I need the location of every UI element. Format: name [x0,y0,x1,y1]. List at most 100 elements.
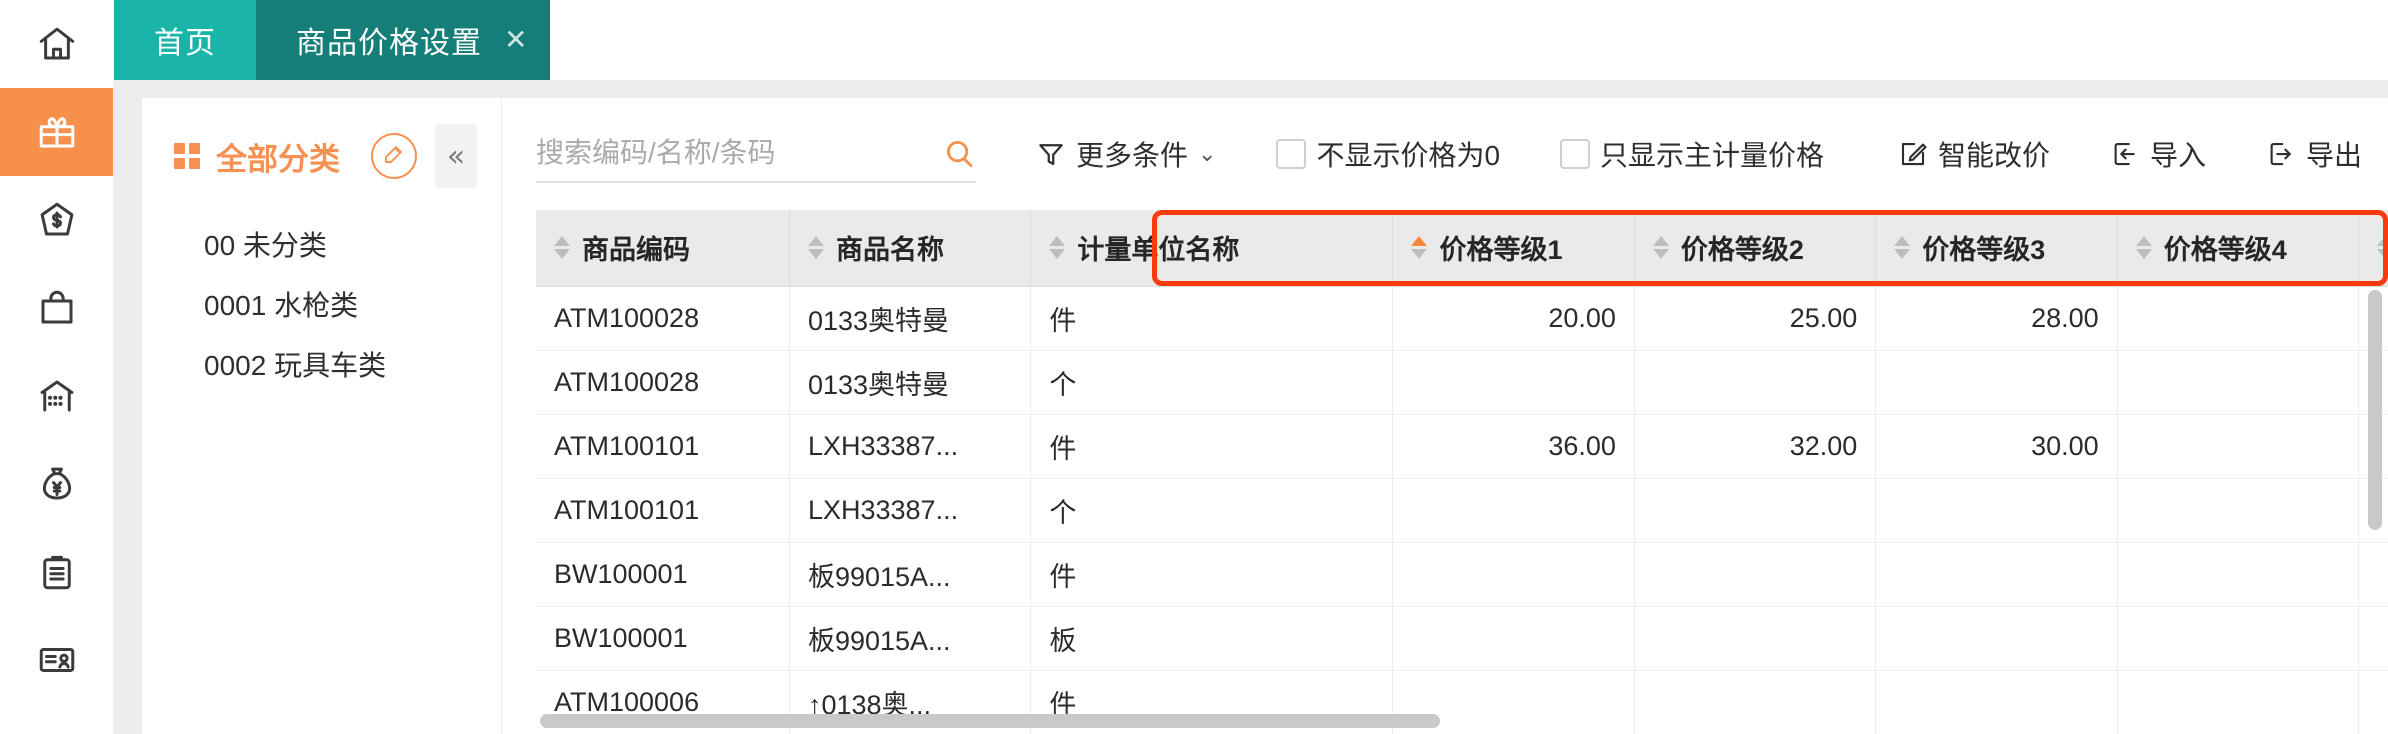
price-content-panel: 更多条件 ⌄ 不显示价格为0 只显示主计量价格 [502,98,2388,734]
table-row[interactable]: ATM100028 0133奥特曼 个 [536,350,2388,415]
table-row[interactable]: ATM100101 LXH33387... 个 [536,478,2388,543]
cell-product-name: 板99015A... [789,606,1032,671]
toolbar: 更多条件 ⌄ 不显示价格为0 只显示主计量价格 [502,98,2388,210]
cell-price-4[interactable] [2117,350,2360,415]
more-conditions-button[interactable]: 更多条件 ⌄ [1036,134,1216,174]
column-header-price-level-1[interactable]: 价格等级1 [1392,210,1635,287]
search-icon[interactable] [942,136,976,170]
table-row[interactable]: ATM100028 0133奥特曼 件 20.00 25.00 28.00 [536,286,2388,351]
category-item-0001[interactable]: 0001 水枪类 [142,274,501,334]
cell-price-4[interactable] [2117,286,2360,351]
cell-price-2[interactable]: 32.00 [1634,414,1877,479]
cell-price-3[interactable] [1875,670,2118,734]
cell-price-3[interactable] [1875,478,2118,543]
cell-price-1[interactable] [1392,478,1635,543]
cell-price-3[interactable]: 30.00 [1875,414,2118,479]
cell-price-4[interactable] [2117,542,2360,607]
cell-unit: 件 [1030,414,1394,479]
vertical-scrollbar[interactable] [2368,290,2382,530]
cell-product-code: ATM100101 [536,414,790,479]
sort-toggle-icon[interactable] [807,236,824,260]
column-header-price-level-5[interactable]: 价格等级5 [2358,210,2388,287]
checkbox-box[interactable] [1560,139,1591,169]
tab-product-price-settings[interactable]: 商品价格设置 ✕ [256,0,551,80]
sort-toggle-icon[interactable] [1652,236,1669,260]
collapse-panel-button[interactable]: « [435,124,477,188]
sidebar-item-members[interactable] [0,616,113,704]
cell-price-3[interactable] [1875,542,2118,607]
sort-toggle-icon[interactable] [2135,236,2152,260]
table-row[interactable]: ATM100101 LXH33387... 件 36.00 32.00 30.0… [536,414,2388,479]
cell-price-2[interactable]: 25.00 [1634,286,1877,351]
sort-toggle-icon[interactable] [1411,236,1428,260]
sidebar-item-pricing[interactable] [0,176,113,264]
cell-price-1[interactable] [1392,606,1635,671]
close-icon[interactable]: ✕ [504,23,529,56]
price-table: 商品编码 商品名称 [536,210,2388,734]
sidebar-item-warehouse[interactable] [0,352,113,440]
cell-price-3[interactable]: 28.00 [1875,286,2118,351]
cell-price-4[interactable] [2117,478,2360,543]
cell-price-1[interactable] [1392,350,1635,415]
cell-price-2[interactable] [1634,350,1877,415]
cell-price-3[interactable] [1875,606,2118,671]
sort-toggle-icon[interactable] [1049,236,1066,260]
cell-product-name: LXH33387... [789,414,1032,479]
cell-price-4[interactable] [2117,414,2360,479]
table-row[interactable]: BW100001 板99015A... 板 [536,606,2388,671]
cell-price-4[interactable] [2117,606,2360,671]
sort-toggle-icon[interactable] [2377,236,2388,260]
column-header-product-code[interactable]: 商品编码 [536,210,790,287]
cell-price-1[interactable] [1392,542,1635,607]
cell-product-code: BW100001 [536,542,790,607]
cell-price-5[interactable] [2358,542,2388,607]
column-header-price-level-4[interactable]: 价格等级4 [2117,210,2360,287]
cell-product-name: LXH33387... [789,478,1032,543]
cell-unit: 件 [1030,286,1394,351]
cell-price-3[interactable] [1875,350,2118,415]
sidebar-item-home[interactable] [0,0,113,88]
cell-price-1[interactable]: 36.00 [1392,414,1635,479]
column-header-price-level-2[interactable]: 价格等级2 [1634,210,1877,287]
category-item-00[interactable]: 00 未分类 [142,214,501,274]
sidebar-item-finance[interactable] [0,440,113,528]
import-button[interactable]: 导入 [2110,134,2206,174]
search-box [536,125,976,183]
category-tree: 00 未分类 0001 水枪类 0002 玩具车类 [142,192,501,394]
category-item-0002[interactable]: 0002 玩具车类 [142,334,501,394]
smart-price-button[interactable]: 智能改价 [1898,134,2050,174]
checkbox-main-unit-only[interactable]: 只显示主计量价格 [1560,134,1824,174]
cell-price-1[interactable]: 20.00 [1392,286,1635,351]
sidebar-item-reports[interactable] [0,528,113,616]
cell-price-2[interactable] [1634,606,1877,671]
checkbox-box[interactable] [1276,139,1307,169]
category-panel: 全部分类 « 00 未分类 0001 水 [142,98,502,734]
column-header-unit-name[interactable]: 计量单位名称 [1030,210,1394,287]
tab-home[interactable]: 首页 [114,0,256,80]
category-item-label: 00 未分类 [204,230,327,261]
column-header-price-level-3[interactable]: 价格等级3 [1875,210,2118,287]
sidebar-item-purchase[interactable] [0,264,113,352]
cell-price-4[interactable] [2117,670,2360,734]
search-input[interactable] [536,137,942,169]
sort-toggle-icon[interactable] [1894,236,1911,260]
sidebar-item-goods[interactable] [0,88,113,176]
column-header-product-name[interactable]: 商品名称 [789,210,1032,287]
cell-product-code: ATM100028 [536,350,790,415]
cell-price-5[interactable] [2358,670,2388,734]
cell-price-2[interactable] [1634,478,1877,543]
checkbox-hide-zero-price[interactable]: 不显示价格为0 [1276,134,1500,174]
smart-edit-icon [1898,139,1928,169]
cell-price-2[interactable] [1634,542,1877,607]
horizontal-scrollbar[interactable] [540,714,1440,728]
edit-category-button[interactable] [371,133,417,179]
cell-price-5[interactable] [2358,606,2388,671]
category-header: 全部分类 « [142,120,501,192]
id-card-icon [36,639,78,681]
cell-price-2[interactable] [1634,670,1877,734]
table-row[interactable]: BW100001 板99015A... 件 [536,542,2388,607]
sort-toggle-icon[interactable] [554,236,570,260]
export-button[interactable]: 导出 [2266,134,2362,174]
tab-home-label: 首页 [154,27,216,60]
